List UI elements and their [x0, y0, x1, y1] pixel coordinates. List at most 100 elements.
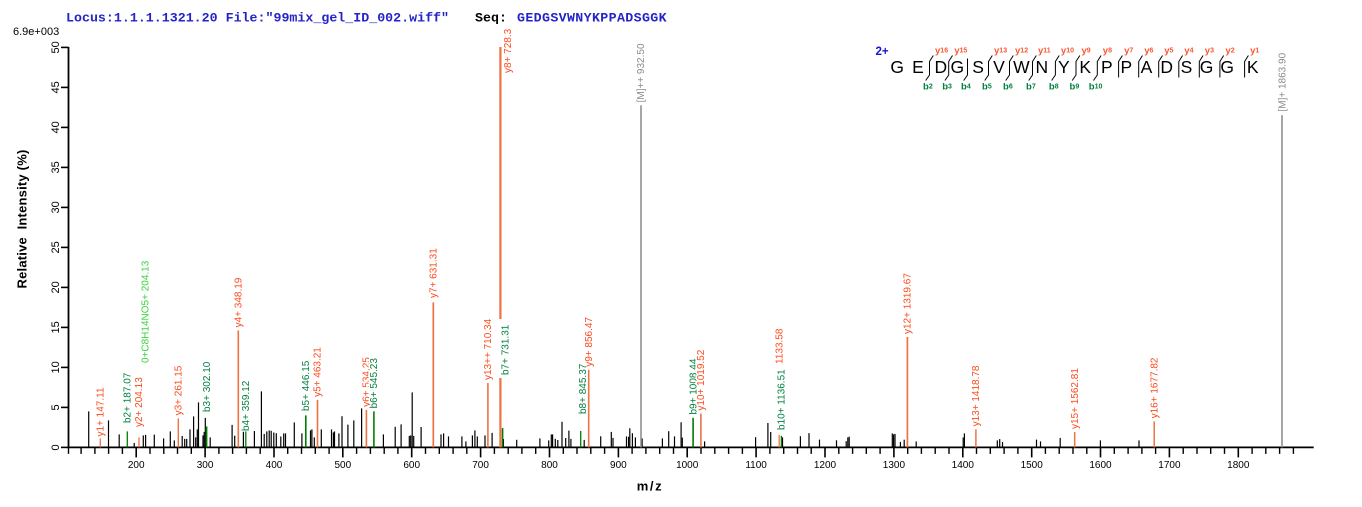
svg-text:D: D	[1160, 57, 1173, 77]
svg-text:b8: b8	[1049, 82, 1059, 93]
svg-text:y16: y16	[935, 46, 948, 57]
svg-text:Locus:1.1.1.1321.20 File:"99mi: Locus:1.1.1.1321.20 File:"99mix_gel_ID_0…	[66, 11, 449, 26]
svg-text:y8+ 728.3: y8+ 728.3	[503, 28, 514, 73]
svg-text:y11: y11	[1038, 46, 1051, 57]
svg-text:b9: b9	[1070, 82, 1080, 93]
svg-text:2+: 2+	[876, 46, 889, 58]
svg-text:30: 30	[50, 201, 62, 213]
svg-text:b7+ 731.31: b7+ 731.31	[501, 324, 512, 375]
svg-text:1133.58: 1133.58	[775, 328, 786, 364]
svg-text:m/z: m/z	[637, 478, 663, 493]
svg-text:y7: y7	[1124, 46, 1133, 57]
svg-text:20: 20	[50, 281, 62, 293]
svg-text:y15+ 1562.81: y15+ 1562.81	[1070, 368, 1081, 429]
svg-text:b10: b10	[1089, 82, 1103, 93]
svg-text:b6: b6	[1003, 82, 1013, 93]
svg-text:y9+ 856.47: y9+ 856.47	[584, 317, 595, 367]
svg-text:y13++ 710.34: y13++ 710.34	[483, 318, 494, 380]
svg-text:40: 40	[50, 121, 62, 133]
svg-text:y3+ 261.15: y3+ 261.15	[174, 365, 185, 415]
svg-text:300: 300	[197, 460, 214, 471]
svg-text:1500: 1500	[1021, 460, 1044, 471]
svg-text:y6+ 534.25: y6+ 534.25	[362, 357, 373, 407]
svg-text:[M]+ 1863.90: [M]+ 1863.90	[1277, 52, 1288, 111]
svg-text:G: G	[950, 57, 964, 77]
svg-text:b8+ 845.37: b8+ 845.37	[578, 363, 589, 414]
svg-text:y2: y2	[1225, 46, 1234, 57]
svg-text:GEDGSVWNYKPPADSGGK: GEDGSVWNYKPPADSGGK	[517, 11, 667, 26]
svg-text:6.9e+003: 6.9e+003	[13, 26, 59, 38]
svg-text:y5: y5	[1164, 46, 1173, 57]
svg-text:1300: 1300	[883, 460, 906, 471]
svg-text:0+C8H14NO5+ 204.13: 0+C8H14NO5+ 204.13	[141, 260, 152, 363]
svg-text:5: 5	[50, 404, 62, 410]
svg-text:A: A	[1141, 57, 1153, 77]
svg-text:E: E	[912, 57, 924, 77]
svg-text:b4: b4	[961, 82, 971, 93]
svg-text:V: V	[993, 57, 1005, 77]
svg-text:b6+ 545.23: b6+ 545.23	[369, 358, 380, 409]
svg-text:b5+ 446.15: b5+ 446.15	[301, 360, 312, 411]
svg-text:45: 45	[50, 81, 62, 93]
svg-text:y9: y9	[1082, 46, 1091, 57]
svg-text:[M]++ 932.50: [M]++ 932.50	[636, 43, 647, 102]
svg-text:y12+ 1319.67: y12+ 1319.67	[903, 273, 914, 334]
svg-text:1200: 1200	[814, 460, 837, 471]
svg-text:P: P	[1101, 57, 1113, 77]
svg-text:y4+ 348.19: y4+ 348.19	[234, 277, 245, 327]
svg-text:1800: 1800	[1227, 460, 1250, 471]
svg-text:500: 500	[334, 460, 351, 471]
svg-text:K: K	[1079, 57, 1091, 77]
svg-text:y8: y8	[1103, 46, 1112, 57]
svg-text:b2+ 187.07: b2+ 187.07	[123, 372, 134, 423]
svg-text:b5: b5	[982, 82, 992, 93]
svg-text:y2+ 204.13: y2+ 204.13	[134, 377, 145, 427]
svg-text:35: 35	[50, 161, 62, 173]
svg-text:900: 900	[610, 460, 627, 471]
svg-text:1000: 1000	[676, 460, 699, 471]
svg-text:y4: y4	[1184, 46, 1193, 57]
svg-text:G: G	[1220, 57, 1234, 77]
svg-text:600: 600	[403, 460, 420, 471]
svg-text:y12: y12	[1015, 46, 1028, 57]
svg-text:800: 800	[541, 460, 558, 471]
svg-text:y5+ 463.21: y5+ 463.21	[313, 347, 324, 397]
svg-text:15: 15	[50, 321, 62, 333]
svg-text:P: P	[1120, 57, 1132, 77]
svg-text:y6: y6	[1144, 46, 1153, 57]
svg-text:10: 10	[50, 361, 62, 373]
svg-text:1700: 1700	[1158, 460, 1181, 471]
svg-text:y1+ 147.11: y1+ 147.11	[96, 387, 107, 436]
svg-text:D: D	[934, 57, 947, 77]
svg-text:y13+ 1418.78: y13+ 1418.78	[971, 365, 982, 426]
svg-text:700: 700	[472, 460, 489, 471]
svg-text:b2: b2	[923, 82, 933, 93]
svg-text:y10+ 1019.52: y10+ 1019.52	[696, 349, 707, 410]
svg-text:1600: 1600	[1089, 460, 1112, 471]
svg-text:400: 400	[266, 460, 283, 471]
svg-text:b3: b3	[942, 82, 952, 93]
svg-text:y16+ 1677.82: y16+ 1677.82	[1149, 357, 1160, 418]
svg-text:G: G	[890, 57, 904, 77]
svg-text:y13: y13	[994, 46, 1007, 57]
svg-text:b10+ 1136.51: b10+ 1136.51	[777, 369, 788, 430]
svg-text:b9+ 1008.44: b9+ 1008.44	[688, 358, 699, 414]
svg-text:G: G	[1200, 57, 1214, 77]
svg-text:S: S	[972, 57, 984, 77]
svg-text:b3+ 302.10: b3+ 302.10	[202, 361, 213, 412]
svg-text:b4+ 359.12: b4+ 359.12	[241, 380, 252, 431]
svg-text:K: K	[1247, 57, 1259, 77]
svg-text:y15: y15	[954, 46, 967, 57]
svg-text:1400: 1400	[952, 460, 975, 471]
svg-text:S: S	[1181, 57, 1193, 77]
svg-text:Y: Y	[1058, 57, 1070, 77]
svg-text:1100: 1100	[745, 460, 767, 471]
svg-text:y3: y3	[1205, 46, 1214, 57]
svg-text:y7+ 631.31: y7+ 631.31	[429, 248, 440, 298]
svg-text:50: 50	[50, 41, 62, 53]
svg-text:y10: y10	[1061, 46, 1074, 57]
svg-text:Seq:: Seq:	[475, 11, 507, 26]
svg-text:25: 25	[50, 241, 62, 253]
svg-text:y1: y1	[1250, 46, 1259, 57]
svg-text:W: W	[1013, 57, 1030, 77]
